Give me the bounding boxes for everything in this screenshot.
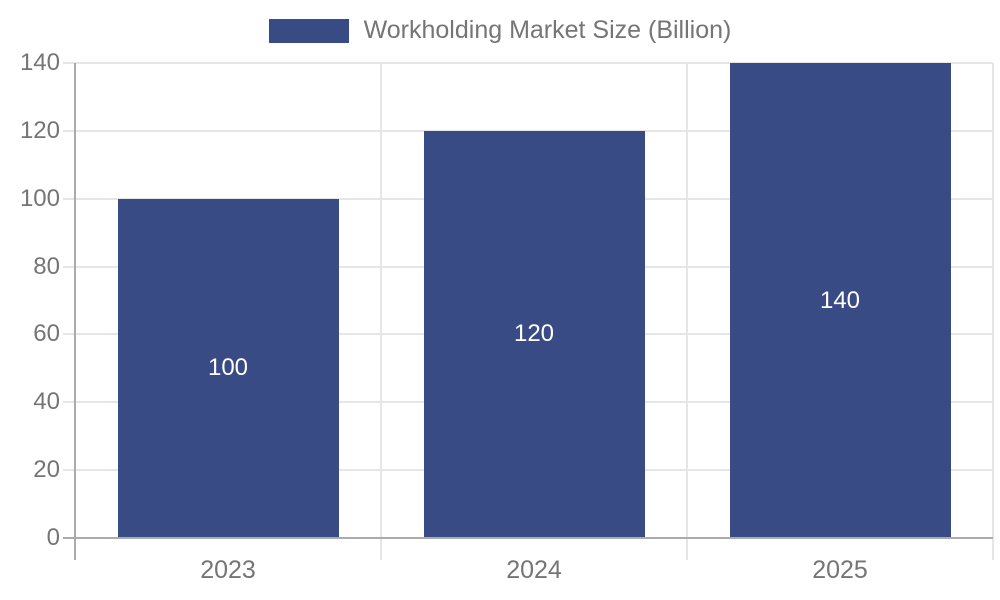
gridline-x — [992, 63, 994, 560]
y-tick-mark — [63, 265, 75, 268]
y-tick-label: 0 — [46, 524, 60, 551]
y-tick-mark — [63, 333, 75, 336]
y-tick-label: 120 — [19, 116, 60, 144]
y-tick-mark — [63, 129, 75, 132]
bar-2024[interactable]: 120 — [423, 130, 645, 538]
y-tick-label: 80 — [33, 252, 60, 280]
x-axis-line — [63, 537, 993, 539]
legend-label: Workholding Market Size (Billion) — [363, 16, 732, 44]
gridline-x — [380, 63, 382, 560]
y-tick-label: 100 — [19, 184, 60, 212]
gridline-y — [75, 62, 993, 64]
bar-value-label: 120 — [513, 320, 555, 348]
y-tick-label: 60 — [33, 320, 60, 348]
y-tick-mark — [63, 197, 75, 200]
legend[interactable]: Workholding Market Size (Billion) — [0, 16, 1000, 45]
x-tick-label: 2023 — [200, 556, 256, 584]
y-tick-label: 140 — [19, 49, 60, 76]
y-axis-line — [74, 63, 76, 560]
y-tick-mark — [63, 469, 75, 472]
gridline-x — [686, 63, 688, 560]
y-tick-label: 20 — [33, 456, 60, 484]
bar-2025[interactable]: 140 — [729, 63, 951, 538]
bar-value-label: 140 — [819, 286, 861, 314]
x-tick-label: 2025 — [812, 556, 868, 584]
y-tick-label: 40 — [33, 388, 60, 416]
bar-value-label: 100 — [207, 354, 249, 382]
bar-2023[interactable]: 100 — [117, 198, 339, 538]
x-tick-label: 2024 — [506, 556, 562, 584]
legend-swatch — [268, 18, 349, 43]
plot-area: 0 20 40 60 80 100 120 140 100 120 140 2023 2024 2025 — [20, 49, 994, 584]
y-tick-mark — [63, 401, 75, 404]
y-tick-mark — [63, 62, 75, 64]
